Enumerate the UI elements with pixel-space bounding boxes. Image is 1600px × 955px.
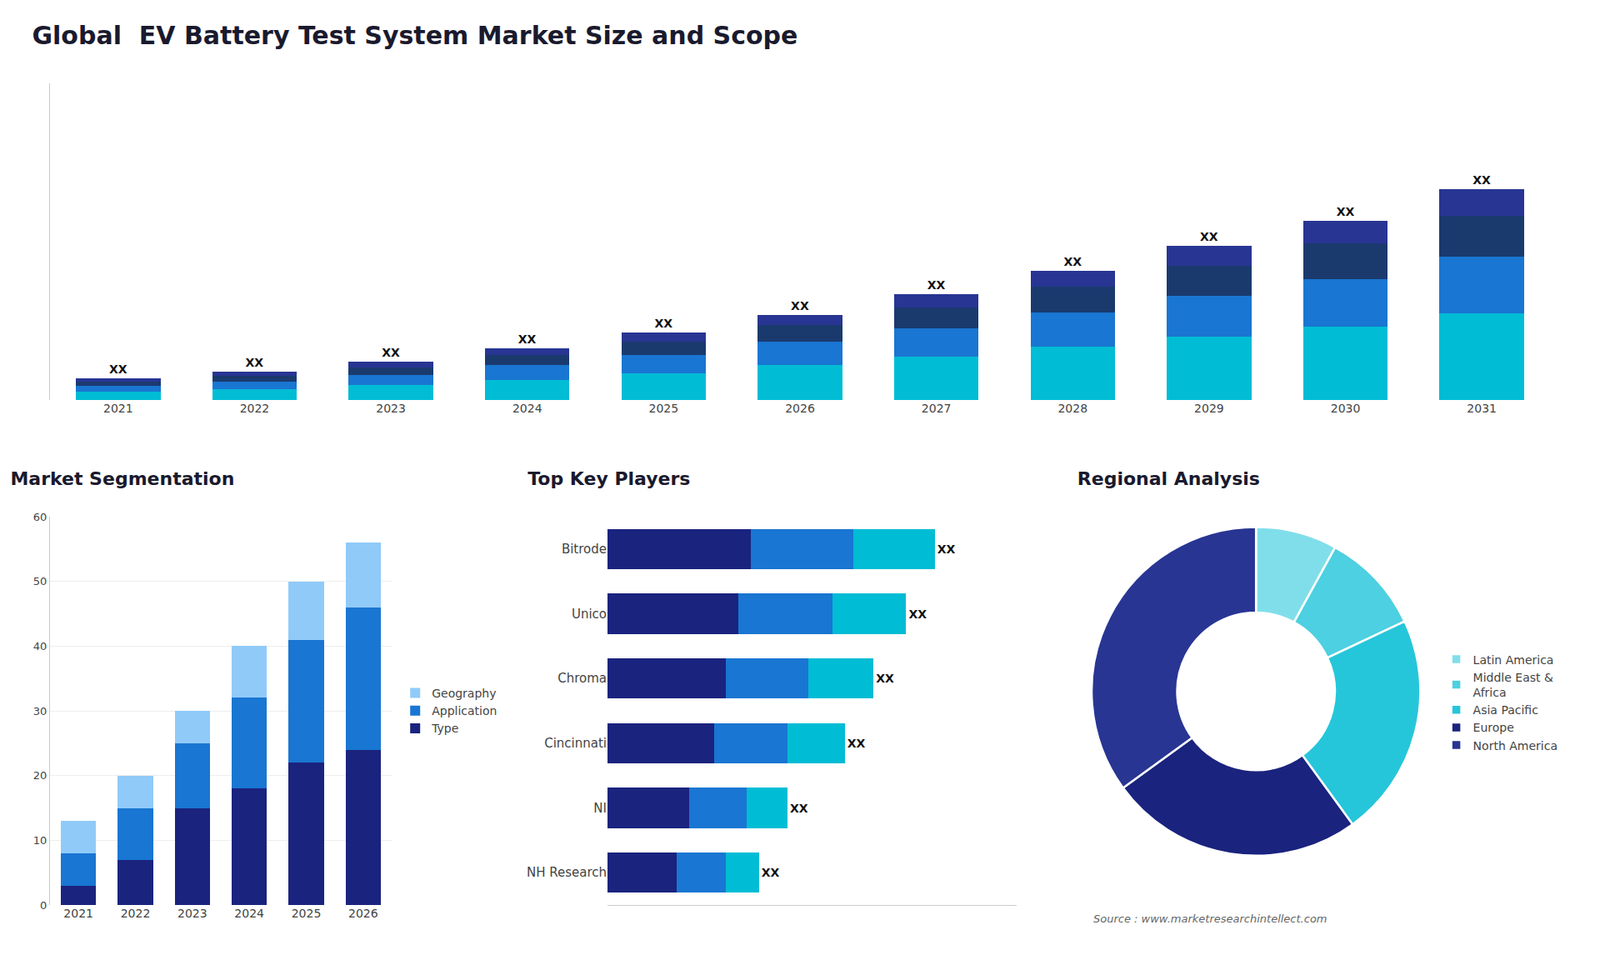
svg-text:XX: XX bbox=[908, 607, 927, 621]
svg-text:XX: XX bbox=[761, 865, 780, 880]
svg-text:Bitrode: Bitrode bbox=[561, 541, 607, 557]
svg-text:Top Key Players: Top Key Players bbox=[527, 468, 690, 490]
svg-text:0: 0 bbox=[40, 899, 47, 912]
svg-text:Type: Type bbox=[430, 721, 459, 735]
svg-text:Chroma: Chroma bbox=[557, 670, 607, 686]
svg-text:2024: 2024 bbox=[512, 401, 543, 415]
svg-text:2027: 2027 bbox=[921, 401, 952, 415]
svg-text:XX: XX bbox=[654, 316, 673, 330]
svg-text:XX: XX bbox=[790, 801, 809, 815]
svg-text:2029: 2029 bbox=[1194, 401, 1225, 415]
svg-text:2023: 2023 bbox=[375, 401, 406, 415]
svg-text:Application: Application bbox=[431, 704, 497, 718]
svg-text:2023: 2023 bbox=[177, 906, 208, 920]
svg-text:2026: 2026 bbox=[348, 906, 379, 920]
svg-text:30: 30 bbox=[33, 705, 48, 718]
svg-text:40: 40 bbox=[33, 640, 48, 653]
svg-text:20: 20 bbox=[33, 769, 48, 782]
svg-text:XX: XX bbox=[790, 299, 810, 313]
svg-text:XX: XX bbox=[937, 542, 956, 556]
svg-text:2025: 2025 bbox=[291, 906, 322, 920]
svg-text:Regional Analysis: Regional Analysis bbox=[1077, 468, 1260, 490]
svg-text:XX: XX bbox=[1063, 255, 1082, 269]
svg-text:XX: XX bbox=[109, 362, 128, 376]
svg-text:NI: NI bbox=[593, 800, 607, 816]
svg-text:Asia Pacific: Asia Pacific bbox=[1473, 703, 1539, 717]
svg-text:50: 50 bbox=[33, 575, 48, 588]
svg-text:2028: 2028 bbox=[1057, 401, 1088, 415]
svg-text:Europe: Europe bbox=[1473, 720, 1515, 735]
svg-text:2021: 2021 bbox=[63, 906, 94, 920]
svg-text:XX: XX bbox=[875, 671, 895, 685]
svg-text:2024: 2024 bbox=[234, 906, 265, 920]
svg-text:XX: XX bbox=[245, 355, 265, 370]
svg-text:2021: 2021 bbox=[103, 401, 134, 415]
svg-text:10: 10 bbox=[33, 834, 48, 847]
svg-text:XX: XX bbox=[927, 278, 946, 292]
svg-text:Global EV Battery Test System: Global EV Battery Test System Market Siz… bbox=[31, 20, 798, 50]
svg-text:Unico: Unico bbox=[571, 606, 607, 622]
svg-text:2030: 2030 bbox=[1330, 401, 1361, 415]
svg-text:Latin America: Latin America bbox=[1473, 653, 1555, 667]
svg-text:2026: 2026 bbox=[785, 401, 815, 415]
svg-text:XX: XX bbox=[1336, 205, 1355, 219]
svg-text:NH Research: NH Research bbox=[526, 865, 607, 880]
svg-text:Middle East &Africa: Middle East &Africa bbox=[1473, 670, 1554, 700]
svg-text:2031: 2031 bbox=[1466, 401, 1497, 415]
svg-text:North America: North America bbox=[1473, 739, 1558, 753]
svg-text:Market Segmentation: Market Segmentation bbox=[10, 468, 235, 490]
svg-text:Geography: Geography bbox=[431, 686, 496, 700]
svg-text:60: 60 bbox=[33, 510, 48, 524]
svg-text:2022: 2022 bbox=[240, 401, 270, 415]
svg-text:2025: 2025 bbox=[649, 401, 680, 415]
svg-text:Cincinnati: Cincinnati bbox=[544, 735, 607, 751]
svg-text:XX: XX bbox=[847, 736, 866, 750]
svg-text:XX: XX bbox=[1472, 173, 1491, 187]
svg-text:XX: XX bbox=[518, 332, 537, 346]
svg-text:XX: XX bbox=[381, 345, 400, 360]
svg-text:2022: 2022 bbox=[120, 906, 151, 920]
svg-text:Source : www.marketresearchint: Source : www.marketresearchintellect.com bbox=[1093, 912, 1328, 925]
svg-text:XX: XX bbox=[1200, 230, 1219, 244]
